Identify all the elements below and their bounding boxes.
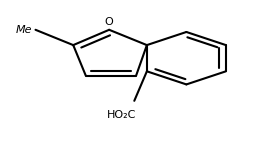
Text: Me: Me — [16, 25, 33, 35]
Text: O: O — [105, 16, 113, 26]
Text: HO₂C: HO₂C — [107, 110, 137, 120]
